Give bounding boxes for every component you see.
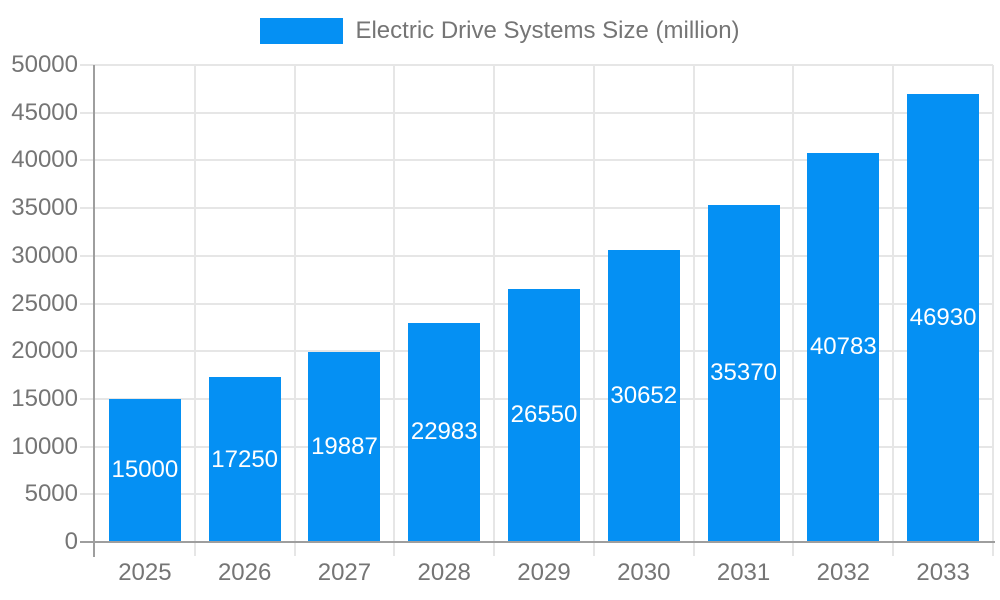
bar-value-label: 40783 [809, 333, 877, 361]
bar-value-label: 26550 [510, 401, 578, 429]
x-tick-label-2030: 2030 [617, 559, 671, 586]
legend-label: Electric Drive Systems Size (million) [355, 17, 740, 44]
bar-2032[interactable]: 40783 [807, 152, 880, 542]
gridline-vertical [992, 65, 994, 556]
bar-2027[interactable]: 19887 [308, 352, 381, 542]
bar-value-label: 15000 [111, 456, 179, 484]
bar-value-label: 17250 [211, 445, 279, 473]
gridline-horizontal [80, 64, 993, 66]
y-tick-label: 20000 [11, 337, 78, 365]
gridline-vertical [293, 65, 296, 556]
y-tick-label: 45000 [11, 98, 78, 126]
y-tick-label: 15000 [11, 384, 78, 412]
x-tick-label-2033: 2033 [916, 559, 970, 586]
bar-value-label: 46930 [909, 304, 977, 332]
bar-value-label: 19887 [311, 433, 378, 461]
gridline-vertical [493, 65, 496, 556]
x-tick-label-2031: 2031 [716, 559, 771, 586]
x-tick-label-2029: 2029 [517, 559, 571, 586]
bar-2026[interactable]: 17250 [208, 377, 281, 542]
gridline-vertical [193, 65, 196, 556]
bar-2033[interactable]: 46930 [907, 94, 980, 542]
plot-area: 15000 17250 19887 22983 26550 30652 35370 40783… [80, 64, 994, 556]
gridline-vertical [393, 65, 396, 556]
y-tick-label: 0 [64, 528, 78, 555]
gridline-vertical [792, 65, 795, 556]
y-tick-label: 50000 [11, 51, 78, 78]
x-tick-label-2026: 2026 [217, 559, 272, 586]
y-tick-label: 40000 [11, 146, 78, 174]
y-axis-line [93, 65, 95, 557]
bar-2028[interactable]: 22983 [408, 322, 481, 542]
gridline-vertical [592, 65, 595, 556]
legend[interactable]: Electric Drive Systems Size (million) [0, 16, 1000, 46]
gridline-horizontal [80, 254, 993, 257]
bar-2031[interactable]: 35370 [707, 204, 780, 542]
x-tick-label-2027: 2027 [317, 559, 372, 586]
y-tick-label: 35000 [11, 194, 78, 222]
legend-swatch-icon [260, 18, 344, 44]
bar-2025[interactable]: 15000 [108, 398, 181, 542]
bar-value-label: 22983 [410, 418, 478, 446]
x-axis-line [80, 541, 995, 543]
bar-value-label: 35370 [710, 359, 777, 387]
x-tick-label-2028: 2028 [417, 559, 471, 586]
y-tick-label: 10000 [11, 432, 78, 460]
y-tick-label: 5000 [24, 480, 78, 508]
gridline-horizontal [80, 207, 993, 210]
y-tick-label: 25000 [11, 289, 78, 317]
gridline-vertical [692, 65, 695, 556]
bar-2030[interactable]: 30652 [607, 249, 680, 542]
bar-2029[interactable]: 26550 [508, 288, 580, 542]
x-tick-label-2032: 2032 [816, 559, 871, 586]
bar-value-label: 30652 [610, 381, 678, 409]
gridline-horizontal [80, 111, 993, 114]
y-tick-label: 30000 [11, 241, 78, 269]
gridline-vertical [892, 65, 895, 556]
x-tick-label-2025: 2025 [118, 559, 172, 586]
gridline-horizontal [80, 159, 993, 162]
